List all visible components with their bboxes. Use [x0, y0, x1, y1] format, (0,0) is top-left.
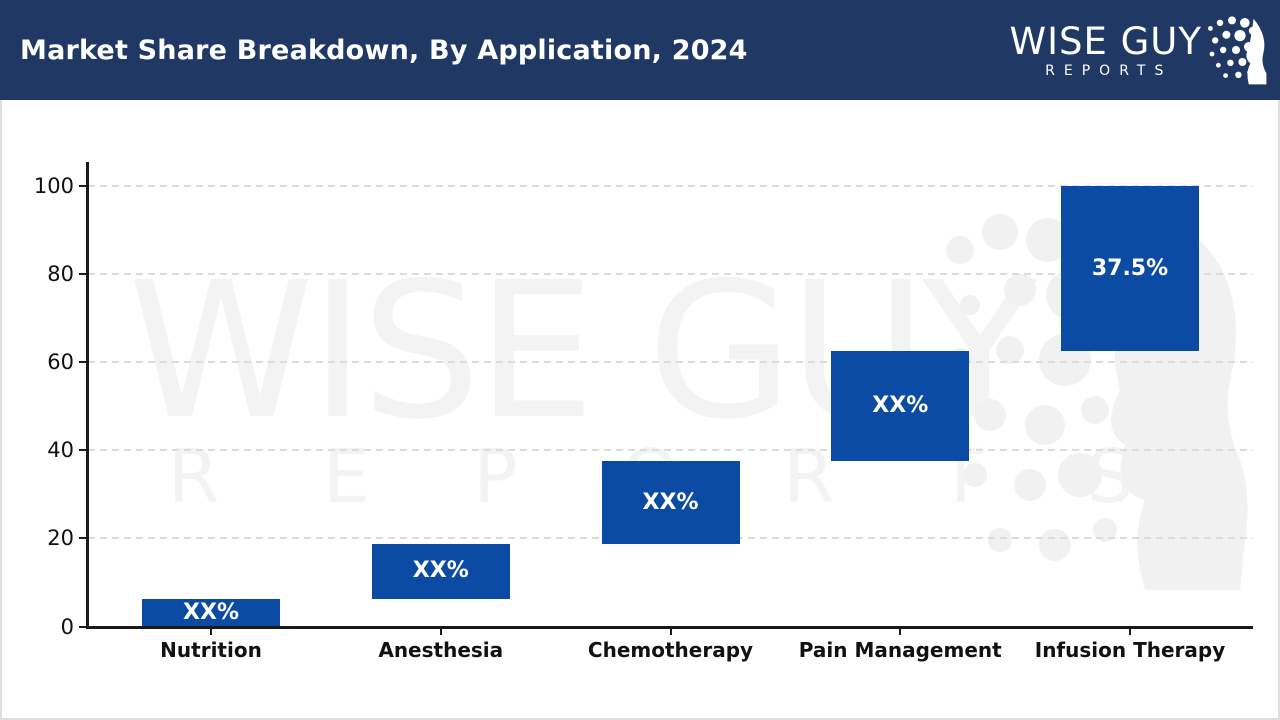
bar-value-label: XX%: [412, 558, 469, 584]
bar-value-label: XX%: [872, 393, 929, 419]
bar-chemotherapy: XX%: [601, 461, 740, 544]
gridline-40: [88, 449, 1253, 452]
x-tick-mark: [1129, 628, 1131, 635]
y-tick-mark: [79, 273, 87, 276]
brand-logo: WISE GUY REPORTS: [1010, 0, 1268, 100]
x-tick-mark: [210, 628, 212, 635]
bar-value-label: XX%: [642, 489, 699, 515]
gridline-80: [88, 273, 1253, 276]
y-axis-line: [86, 162, 89, 629]
chart-title: Market Share Breakdown, By Application, …: [20, 34, 748, 66]
bar-value-label: XX%: [183, 599, 239, 625]
x-category-label: Nutrition: [160, 638, 262, 662]
y-tick-label: 0: [60, 614, 74, 639]
x-axis-line: [86, 626, 1253, 629]
x-category-label: Chemotherapy: [587, 638, 754, 662]
bar-value-label: 37.5%: [1091, 255, 1169, 281]
y-tick-mark: [79, 361, 87, 364]
x-tick-mark: [669, 628, 672, 635]
gridline-100: [88, 185, 1253, 187]
brand-subtitle: REPORTS: [1045, 62, 1173, 79]
y-tick-label: 40: [47, 438, 74, 463]
y-tick-mark: [79, 625, 87, 628]
x-category-label: Pain Management: [798, 638, 1002, 662]
x-category-label: Infusion Therapy: [1034, 638, 1226, 662]
y-tick-mark: [79, 185, 87, 187]
brand-face-icon: [1208, 16, 1267, 85]
bar-anesthesia: XX%: [371, 543, 510, 599]
x-tick-mark: [899, 628, 902, 635]
y-tick-label: 100: [33, 174, 74, 198]
y-tick-mark: [79, 537, 87, 540]
brand-logo-text: WISE GUY REPORTS: [1010, 23, 1202, 78]
y-tick-label: 80: [47, 262, 74, 287]
header-bar: Market Share Breakdown, By Application, …: [0, 0, 1280, 100]
y-tick-mark: [79, 449, 87, 452]
gridline-60: [88, 361, 1253, 364]
y-tick-label: 20: [47, 526, 74, 551]
brand-name: WISE GUY: [1009, 19, 1202, 63]
x-tick-mark: [439, 628, 442, 635]
y-tick-label: 60: [47, 350, 74, 375]
bar-infusion-therapy: 37.5%: [1061, 186, 1199, 352]
x-category-label: Anesthesia: [378, 638, 504, 662]
bar-nutrition: XX%: [142, 598, 280, 627]
bar-pain-management: XX%: [831, 351, 970, 462]
